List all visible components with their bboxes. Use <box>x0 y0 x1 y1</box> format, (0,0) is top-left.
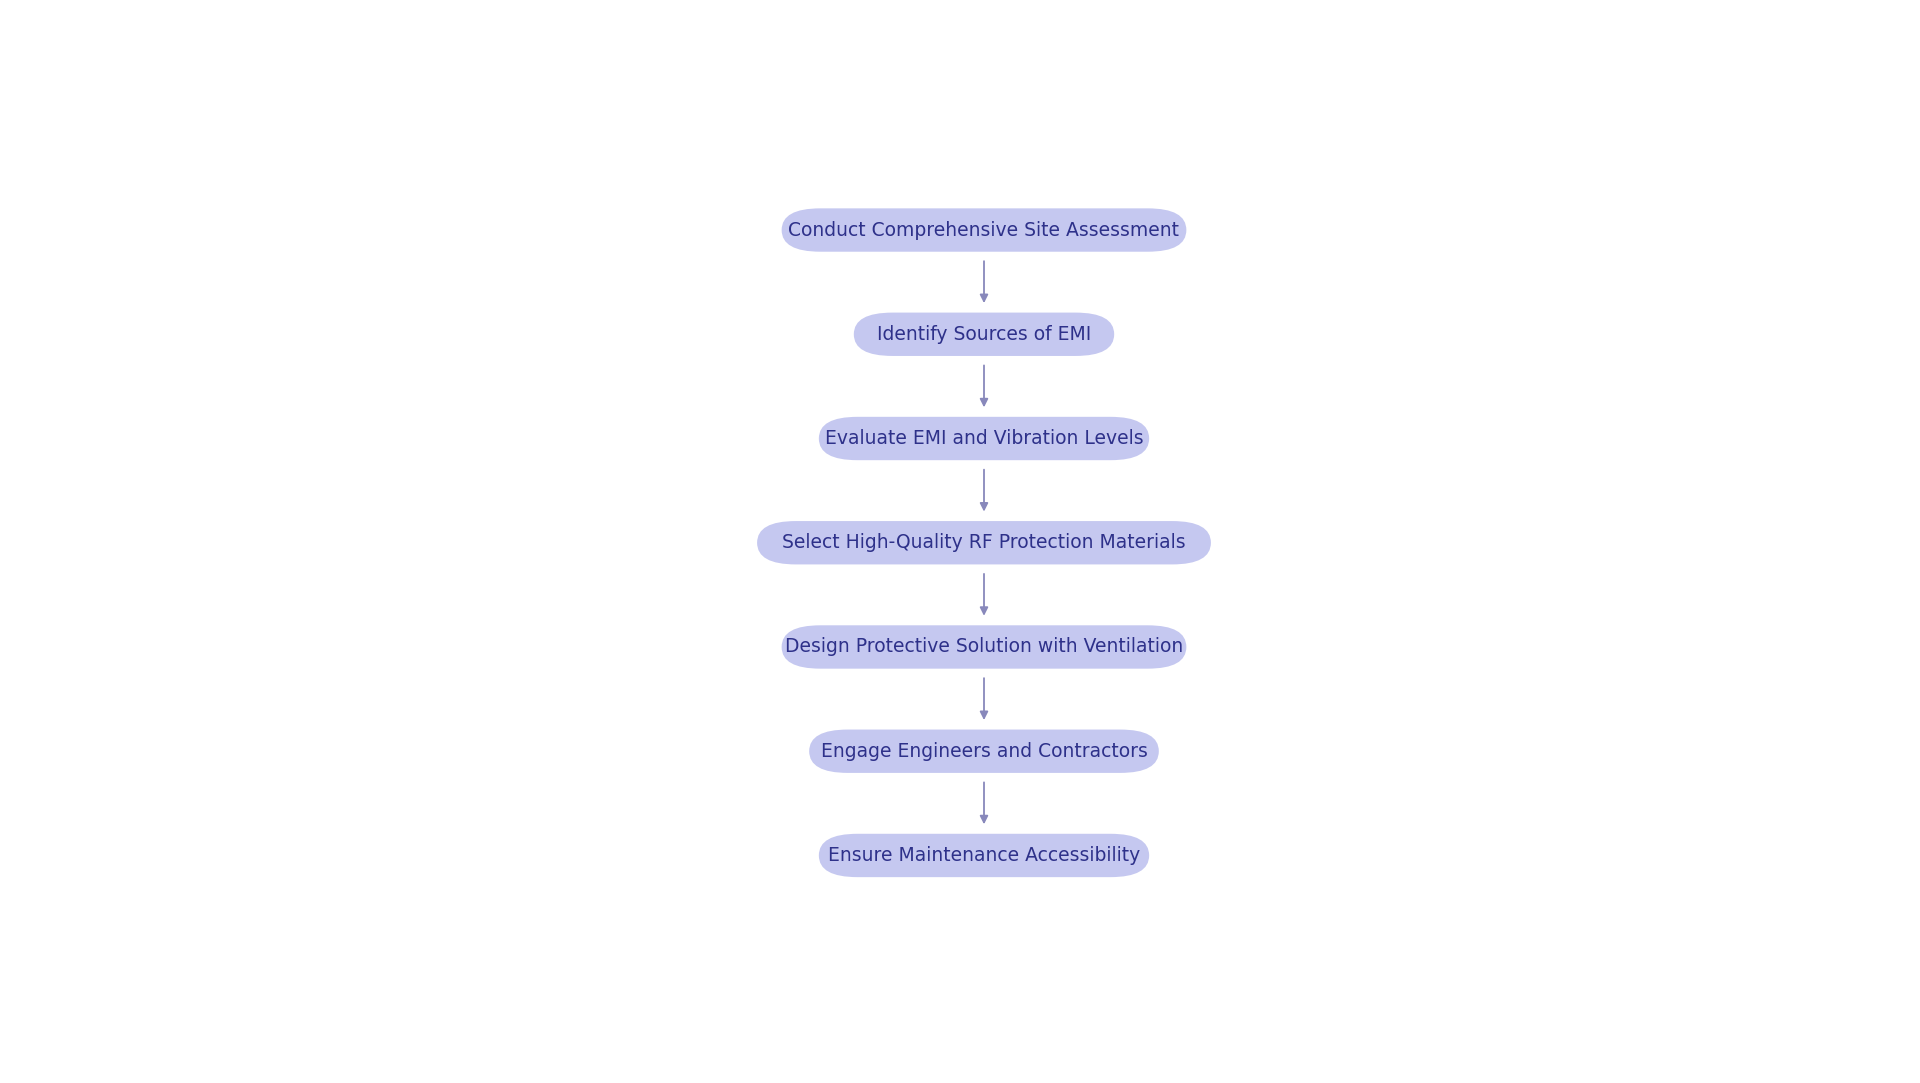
Text: Evaluate EMI and Vibration Levels: Evaluate EMI and Vibration Levels <box>826 429 1142 448</box>
Text: Design Protective Solution with Ventilation: Design Protective Solution with Ventilat… <box>785 638 1183 656</box>
FancyBboxPatch shape <box>781 625 1187 668</box>
Text: Select High-Quality RF Protection Materials: Select High-Quality RF Protection Materi… <box>781 533 1187 552</box>
FancyBboxPatch shape <box>818 417 1150 460</box>
Text: Ensure Maintenance Accessibility: Ensure Maintenance Accessibility <box>828 846 1140 865</box>
FancyBboxPatch shape <box>781 208 1187 251</box>
Text: Identify Sources of EMI: Identify Sources of EMI <box>877 325 1091 343</box>
FancyBboxPatch shape <box>808 730 1160 773</box>
FancyBboxPatch shape <box>818 834 1150 877</box>
Text: Conduct Comprehensive Site Assessment: Conduct Comprehensive Site Assessment <box>789 221 1179 239</box>
FancyBboxPatch shape <box>854 313 1114 356</box>
Text: Engage Engineers and Contractors: Engage Engineers and Contractors <box>820 742 1148 760</box>
FancyBboxPatch shape <box>756 521 1212 564</box>
